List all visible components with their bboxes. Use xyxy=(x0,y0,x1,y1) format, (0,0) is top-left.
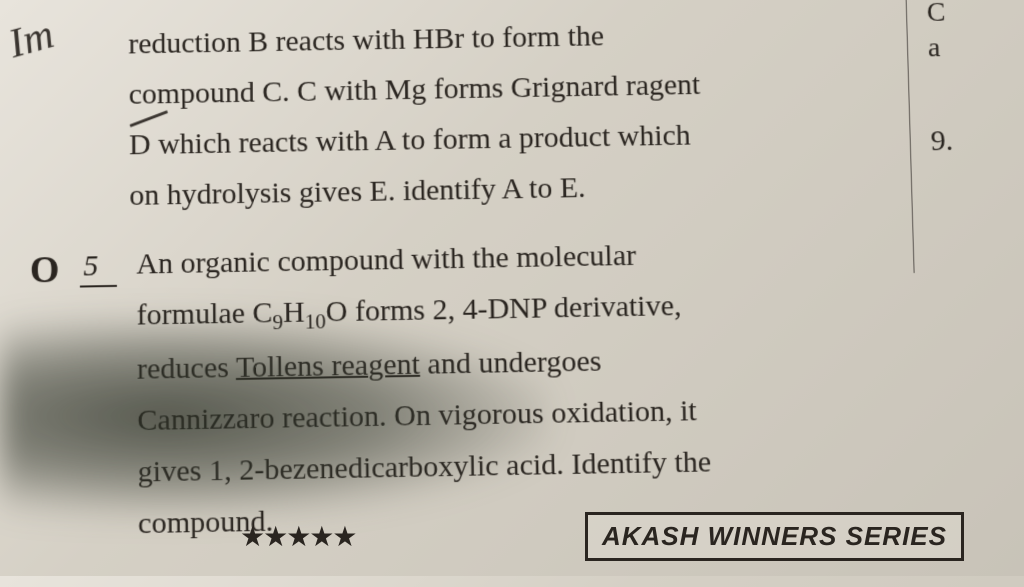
q5-tollens-underline: Tollens reagent xyxy=(236,347,420,383)
q5-formula-post: O forms 2, 4-DNP derivative, xyxy=(326,289,682,328)
question-4-partial: reduction B reacts with HBr to form the … xyxy=(118,5,961,221)
right-column: C a 9. xyxy=(906,0,974,273)
page-content: Im reduction B reacts with HBr to form t… xyxy=(0,0,1024,587)
right-fragment-c: C xyxy=(926,0,966,31)
q5-l3-post: and undergoes xyxy=(420,344,602,380)
q5-l3-pre: reduces xyxy=(137,351,236,386)
q5-sub2: 10 xyxy=(305,309,326,333)
handwritten-mark: Im xyxy=(4,11,59,68)
star-decoration: ★★★★★ xyxy=(240,520,356,554)
question-9-number: 9. xyxy=(930,124,970,158)
question-5: An organic compound with the molecular f… xyxy=(136,224,971,549)
right-fragment-a: a xyxy=(927,30,967,67)
q5-formula-pre: formulae C xyxy=(137,296,273,331)
brand-label: AKASH WINNERS SERIES xyxy=(585,512,964,561)
q5-formula-h: H xyxy=(283,296,305,329)
q5-sub1: 9 xyxy=(273,310,284,334)
circle-annotation: O xyxy=(30,248,60,292)
question-5-number: 5 xyxy=(79,249,116,288)
